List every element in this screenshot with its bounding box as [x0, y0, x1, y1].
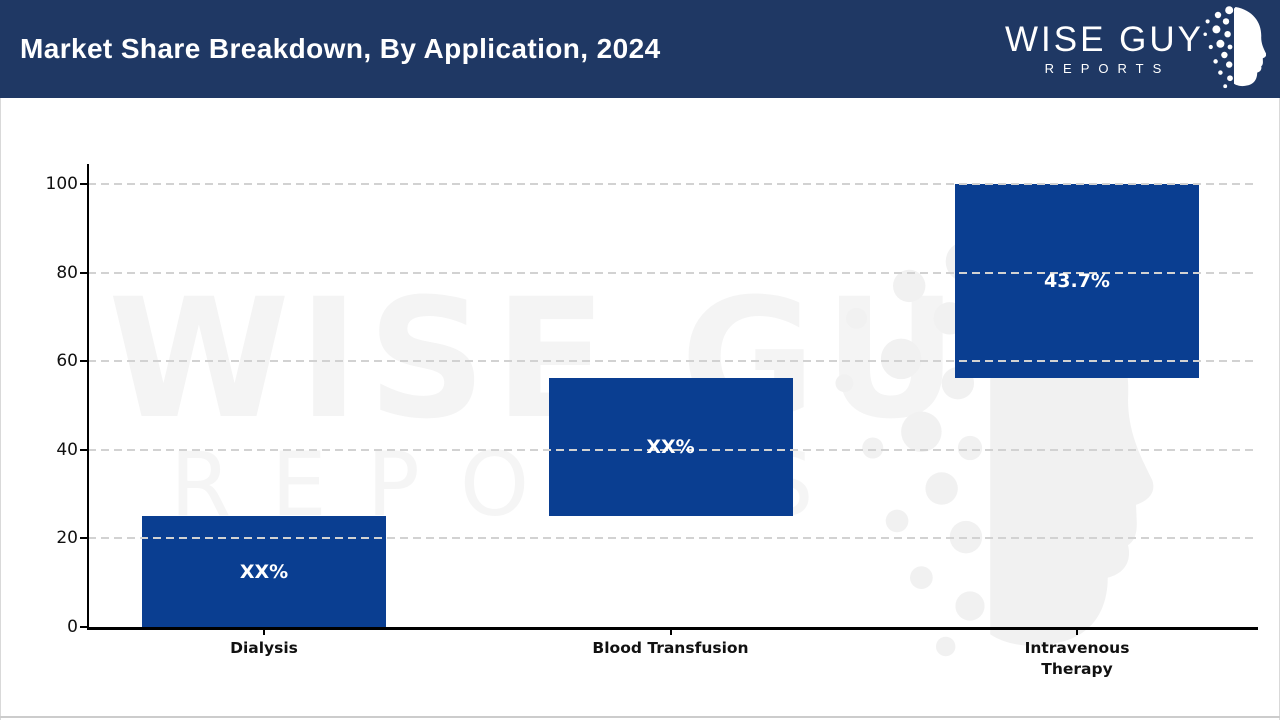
y-axis: [86, 164, 89, 629]
y-tick-80: [80, 271, 87, 274]
x-tick-dialysis: [263, 629, 265, 635]
gridline-40: [88, 448, 1258, 451]
y-tick-0: [80, 626, 87, 628]
bar-dialysis: [142, 516, 386, 627]
y-tick-100: [80, 183, 87, 185]
x-tick-label-blood-transfusion: Blood Transfusion: [592, 638, 748, 659]
x-tick-blood-transfusion: [669, 629, 672, 635]
y-tick-label-100: 100: [45, 174, 78, 194]
x-axis: [86, 626, 1258, 630]
x-tick-label-line: Dialysis: [230, 639, 298, 657]
wise-guy-reports-logo: WISE GUY REPORTS: [1005, 0, 1266, 98]
gridline-80: [88, 271, 1258, 274]
bar-value-label-intravenous-therapy: 43.7%: [1044, 269, 1110, 292]
gridline-60: [88, 360, 1258, 363]
x-tick-intravenous-therapy: [1076, 629, 1078, 635]
bottom-divider: [0, 716, 1280, 718]
y-tick-60: [80, 360, 87, 363]
y-tick-40: [80, 448, 87, 451]
x-tick-label-line: Therapy: [1041, 660, 1113, 678]
y-tick-label-60: 60: [56, 351, 78, 372]
x-tick-label-dialysis: Dialysis: [230, 638, 298, 659]
logo-subtitle: REPORTS: [1044, 61, 1171, 76]
y-tick-label-40: 40: [56, 439, 78, 460]
gridline-100: [88, 183, 1258, 185]
x-tick-label-line: Intravenous: [1024, 639, 1130, 657]
y-tick-20: [80, 537, 87, 540]
bar-value-label-dialysis: XX%: [239, 560, 289, 583]
logo-wordmark: WISE GUY: [1004, 20, 1204, 59]
y-tick-label-80: 80: [56, 262, 78, 283]
y-tick-label-0: 0: [67, 617, 78, 637]
bar-value-label-blood-transfusion: XX%: [646, 435, 695, 458]
dotted-face-icon: [1203, 6, 1266, 89]
logo-text: WISE GUY REPORTS: [1004, 20, 1204, 77]
x-tick-label-line: Blood Transfusion: [592, 639, 749, 657]
y-tick-label-20: 20: [56, 528, 78, 549]
header-bar: Market Share Breakdown, By Application, …: [0, 0, 1280, 98]
x-tick-label-intravenous-therapy: Intravenous Therapy: [1025, 638, 1130, 680]
bar-blood-transfusion: [548, 377, 793, 517]
page-title: Market Share Breakdown, By Application, …: [20, 33, 661, 64]
gridline-20: [88, 537, 1258, 540]
